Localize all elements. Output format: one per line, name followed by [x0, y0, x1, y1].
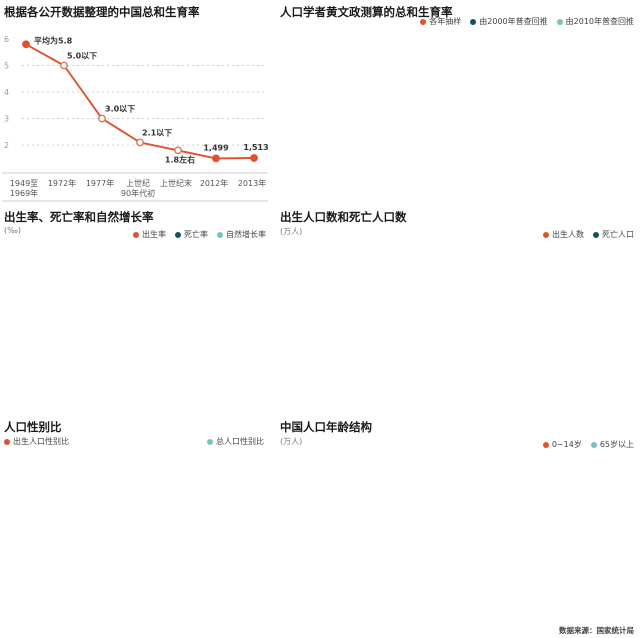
legend-dot-icon — [470, 18, 477, 25]
panel-title-fertility-public: 根据各公开数据整理的中国总和生育率 — [4, 5, 200, 19]
legend-dot-icon — [207, 438, 213, 445]
tick-label: 4 — [4, 88, 9, 97]
chart-age-structure — [278, 447, 634, 615]
tick-label: 1,499 — [203, 143, 229, 152]
chart-birth-death-rate — [2, 235, 270, 405]
tick-label: 2012年 — [200, 178, 228, 188]
legend-fertility-huang: 各年抽样 由2000年普查回推 由2010年普查回推 — [420, 16, 634, 27]
tick-label: 2013年 — [238, 178, 266, 188]
legend-dot-icon — [556, 18, 563, 25]
legend-sex-ratio-right: 总人口性别比 — [207, 436, 264, 447]
panel-birth-death-count: 出生人口数和死亡人口数 (万人) 出生人数 死亡人口 — [270, 205, 640, 415]
panel-title-birth-death-rate: 出生率、死亡率和自然增长率 — [4, 210, 154, 224]
tick-label: 2.1以下 — [142, 128, 172, 137]
chart-sex-ratio — [2, 442, 270, 628]
chart-birth-death-count — [278, 237, 634, 407]
tick-label: 1,513 — [243, 143, 268, 152]
tick-label: 1949至 — [10, 179, 38, 188]
panel-title-fertility-huang: 人口学者黄文政测算的总和生育率 — [280, 5, 453, 19]
data-point — [174, 146, 182, 155]
unit-age-structure: (万人) — [280, 437, 303, 446]
chart-fertility-public: 6 5 4 3 2 平均为5.8 5.0以下 3.0以下 2.1以下 1.8左右 1,499 1,51… — [2, 35, 269, 202]
panel-title-birth-death-count: 出生人口数和死亡人口数 — [280, 210, 407, 224]
tick-label: 6 — [4, 35, 9, 44]
data-point — [250, 154, 258, 162]
tick-label: 1977年 — [86, 178, 114, 188]
data-point — [22, 40, 30, 49]
tick-label: 90年代初 — [121, 188, 155, 198]
legend-sex-ratio-left: 出生人口性别比 — [4, 436, 69, 447]
legend-dot-icon — [4, 438, 10, 445]
tick-label: 3 — [4, 115, 9, 124]
panel-birth-death-rate: 出生率、死亡率和自然增长率 (‰) 出生率 死亡率 自然增长率 — [0, 205, 270, 415]
data-point — [98, 114, 106, 123]
tick-label: 5.0以下 — [67, 52, 97, 61]
legend-birth-death-count: 出生人数 死亡人口 — [543, 229, 634, 240]
tick-label: 1972年 — [48, 178, 76, 188]
legend-item-census2000: 由2000年普查回推 — [470, 16, 548, 27]
legend-item-sampling: 各年抽样 — [420, 16, 461, 27]
legend-item-death-rate: 死亡率 — [175, 229, 208, 240]
legend-dot-icon — [542, 441, 549, 448]
legend-birth-death-rate: 出生率 死亡率 自然增长率 — [133, 229, 266, 240]
legend-item-total-sex-ratio: 总人口性别比 — [207, 436, 264, 447]
legend-age-structure: 0~14岁 65岁以上 — [542, 439, 634, 450]
tick-label: 上世纪末 — [160, 178, 192, 188]
tick-label: 3.0以下 — [105, 105, 135, 114]
legend-dot-icon — [133, 231, 139, 238]
legend-item-census2010: 由2010年普查回推 — [556, 16, 634, 27]
legend-dot-icon — [543, 231, 549, 238]
panel-age-structure: 中国人口年龄结构 (万人) 0~14岁 65岁以上 数据来源：国家统计局 — [270, 415, 640, 638]
tick-label: 上世纪 — [126, 178, 150, 188]
data-source-label: 数据来源：国家统计局 — [559, 626, 634, 635]
legend-dot-icon — [175, 231, 181, 238]
legend-item-age-65plus: 65岁以上 — [590, 439, 634, 450]
legend-item-births: 出生人数 — [543, 229, 584, 240]
tick-label: 1.8左右 — [165, 154, 195, 164]
legend-item-birth-sex-ratio: 出生人口性别比 — [4, 436, 69, 447]
panel-fertility-huang: 人口学者黄文政测算的总和生育率 各年抽样 由2000年普查回推 由2010年普查… — [270, 0, 640, 205]
unit-birth-death-rate: (‰) — [4, 226, 21, 235]
legend-dot-icon — [593, 231, 599, 238]
data-point — [212, 154, 220, 163]
legend-item-deaths: 死亡人口 — [593, 229, 634, 240]
tick-label: 平均为5.8 — [34, 35, 73, 45]
data-point — [60, 61, 68, 70]
panel-title-age-structure: 中国人口年龄结构 — [280, 420, 372, 434]
legend-dot-icon — [420, 18, 427, 25]
legend-item-birth-rate: 出生率 — [133, 229, 166, 240]
panel-fertility-public: 根据各公开数据整理的中国总和生育率 6 5 4 3 2 平均为5.8 5.0以下 3.0以下 2… — [0, 0, 270, 205]
tick-label: 1969年 — [10, 188, 38, 198]
unit-birth-death-count: (万人) — [280, 227, 303, 236]
panel-title-sex-ratio: 人口性别比 — [4, 420, 62, 434]
tick-label: 2 — [4, 141, 9, 150]
legend-dot-icon — [217, 231, 223, 238]
data-point — [136, 138, 144, 147]
legend-dot-icon — [590, 441, 597, 448]
legend-item-age-0-14: 0~14岁 — [542, 439, 582, 450]
panel-sex-ratio: 人口性别比 出生人口性别比 总人口性别比 — [0, 415, 270, 638]
legend-item-natural-growth: 自然增长率 — [217, 229, 266, 240]
chart-fertility-huang — [278, 31, 634, 205]
tick-label: 5 — [4, 62, 9, 71]
